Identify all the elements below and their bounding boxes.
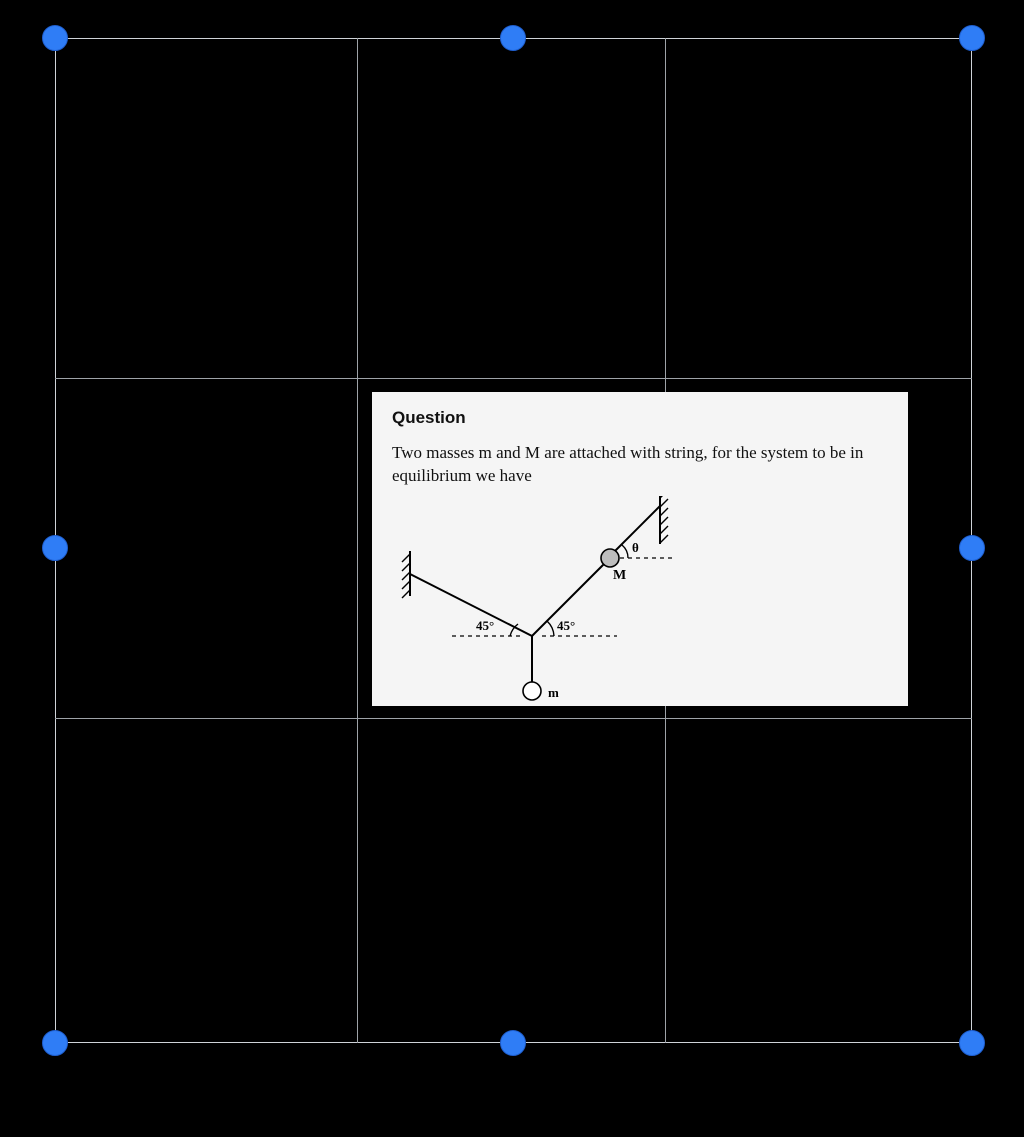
angle-theta-label: θ bbox=[632, 540, 639, 555]
grid-line-horizontal bbox=[55, 718, 972, 719]
crop-handle-mid-left[interactable] bbox=[42, 535, 68, 561]
card-title: Question bbox=[392, 408, 888, 428]
card-body-text: Two masses m and M are attached with str… bbox=[392, 442, 888, 488]
mass-m-label: m bbox=[548, 685, 559, 700]
angle-left-label: 45° bbox=[476, 618, 494, 633]
crop-handle-top-right[interactable] bbox=[959, 25, 985, 51]
crop-handle-bottom-left[interactable] bbox=[42, 1030, 68, 1056]
crop-handle-bottom-right[interactable] bbox=[959, 1030, 985, 1056]
mass-M-label: M bbox=[613, 568, 626, 583]
crop-handle-top-center[interactable] bbox=[500, 25, 526, 51]
crop-handle-top-left[interactable] bbox=[42, 25, 68, 51]
grid-line-vertical bbox=[357, 38, 358, 1043]
angle-right-label: 45° bbox=[557, 618, 575, 633]
physics-diagram: 45° 45° θ M m bbox=[392, 496, 712, 706]
grid-line-horizontal bbox=[55, 378, 972, 379]
crop-handle-bottom-center[interactable] bbox=[500, 1030, 526, 1056]
crop-handle-mid-right[interactable] bbox=[959, 535, 985, 561]
editor-canvas[interactable]: Question Two masses m and M are attached… bbox=[0, 0, 1024, 1137]
question-card: Question Two masses m and M are attached… bbox=[372, 392, 908, 706]
